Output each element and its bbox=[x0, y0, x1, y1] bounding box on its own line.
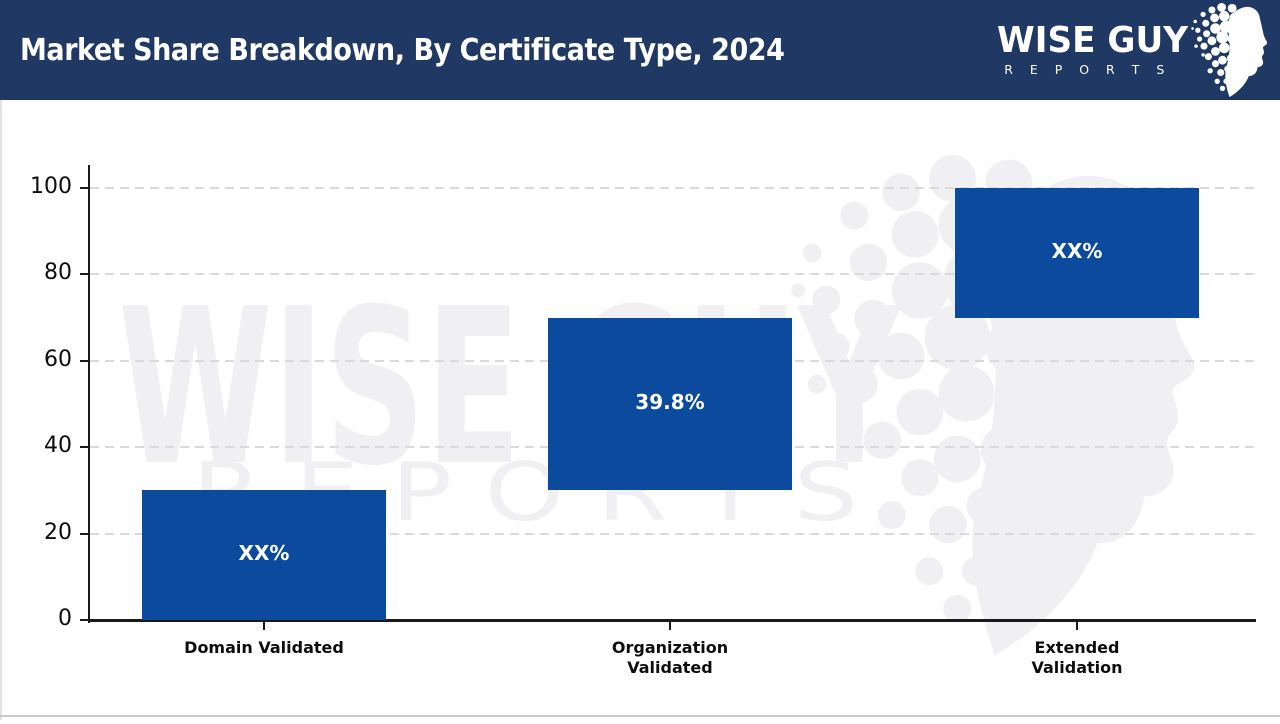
y-tick-label: 60 bbox=[44, 346, 72, 372]
bar bbox=[955, 187, 1199, 319]
y-axis-line bbox=[88, 165, 90, 623]
category-label: Domain Validated bbox=[184, 638, 344, 657]
header: Market Share Breakdown, By Certificate T… bbox=[0, 0, 1280, 100]
bar bbox=[142, 490, 386, 620]
bar-value-label: XX% bbox=[1051, 238, 1103, 263]
category-label: Organization Validated bbox=[611, 638, 729, 677]
brand-name: WISE GUY bbox=[997, 20, 1188, 61]
left-border bbox=[0, 100, 2, 720]
y-tick-label: 80 bbox=[44, 260, 72, 285]
bar bbox=[548, 318, 792, 491]
bar-value-label: 39.8% bbox=[635, 390, 705, 415]
brand-logo-text: WISE GUY R E P O R T S bbox=[987, 20, 1188, 78]
x-axis-tick bbox=[263, 622, 265, 630]
x-axis-line bbox=[88, 619, 1256, 622]
y-axis-tick bbox=[80, 446, 89, 448]
category-label: Extended Validation bbox=[1031, 638, 1123, 677]
y-axis-tick bbox=[80, 619, 89, 621]
y-axis-tick bbox=[80, 273, 89, 275]
bar-value-label: XX% bbox=[238, 541, 290, 566]
y-tick-label: 20 bbox=[44, 519, 72, 545]
y-tick-label: 100 bbox=[30, 173, 72, 199]
gridline bbox=[90, 532, 1256, 535]
y-axis-tick bbox=[80, 532, 89, 535]
y-axis-tick bbox=[80, 359, 89, 362]
brand-logo: WISE GUY R E P O R T S bbox=[987, 2, 1270, 99]
gridline bbox=[90, 273, 1256, 275]
y-tick-label: 40 bbox=[44, 433, 72, 458]
y-axis-tick bbox=[80, 186, 89, 189]
x-axis-tick bbox=[669, 622, 671, 630]
chart-title: Market Share Breakdown, By Certificate T… bbox=[20, 32, 785, 68]
x-axis-tick bbox=[1076, 622, 1078, 630]
gridline bbox=[90, 186, 1256, 189]
y-tick-label: 0 bbox=[58, 606, 72, 631]
bottom-border bbox=[0, 715, 1280, 717]
brand-subtitle: R E P O R T S bbox=[1004, 62, 1171, 77]
